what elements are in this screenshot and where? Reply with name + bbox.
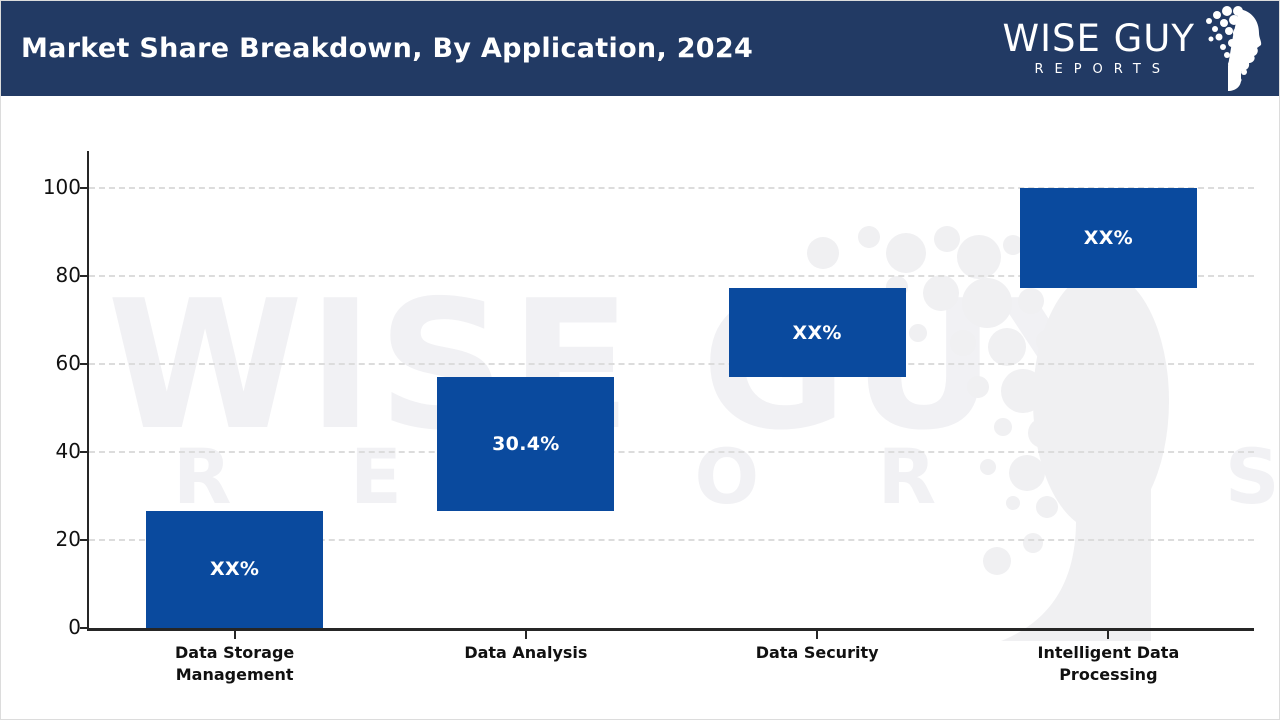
x-tick (1107, 631, 1110, 639)
x-tick (233, 631, 236, 639)
y-tick (80, 539, 88, 541)
bar-value-label: XX% (210, 558, 260, 581)
y-tick (80, 363, 88, 365)
y-tick-label: 60 (55, 351, 81, 375)
y-tick-label: 20 (55, 527, 81, 551)
y-tick (80, 451, 88, 453)
x-tick (816, 631, 819, 639)
y-tick-label: 80 (55, 263, 81, 287)
brand-name: WISE GUY (1002, 17, 1195, 60)
y-tick-label: 100 (42, 175, 81, 199)
face-profile-icon (1206, 5, 1262, 91)
watermark-text-wiseguy: WISE GUY (107, 262, 1133, 469)
category-label: Intelligent Data Processing (1037, 643, 1180, 684)
grid-line (89, 451, 1254, 453)
y-tick (80, 187, 88, 189)
category-label: Data Storage Management (175, 643, 295, 684)
y-tick-label: 0 (68, 615, 81, 639)
y-tick (80, 275, 88, 277)
x-axis-spine (87, 628, 1254, 631)
grid-line (89, 363, 1254, 365)
y-axis-spine (87, 151, 89, 631)
header-bar: Market Share Breakdown, By Application, … (1, 1, 1279, 96)
market-share-bar: XX% (1019, 188, 1197, 288)
bar-value-label: XX% (792, 321, 842, 344)
category-label: Data Security (755, 643, 879, 662)
market-share-bar: XX% (728, 287, 906, 378)
x-tick (524, 631, 527, 639)
page-title: Market Share Breakdown, By Application, … (21, 33, 754, 64)
brand-logo: WISE GUY REPORTS (1002, 5, 1265, 92)
grid-line (89, 539, 1254, 541)
brand-subtitle: REPORTS (1034, 62, 1172, 77)
market-share-bar: 30.4% (437, 377, 615, 511)
bar-value-label: 30.4% (492, 433, 560, 456)
grid-line (89, 187, 1254, 189)
y-tick-label: 40 (55, 439, 81, 463)
bar-value-label: XX% (1083, 226, 1133, 249)
grid-line (89, 275, 1254, 277)
category-label: Data Analysis (464, 643, 588, 662)
y-tick (80, 627, 88, 629)
market-share-bar: XX% (146, 510, 324, 628)
